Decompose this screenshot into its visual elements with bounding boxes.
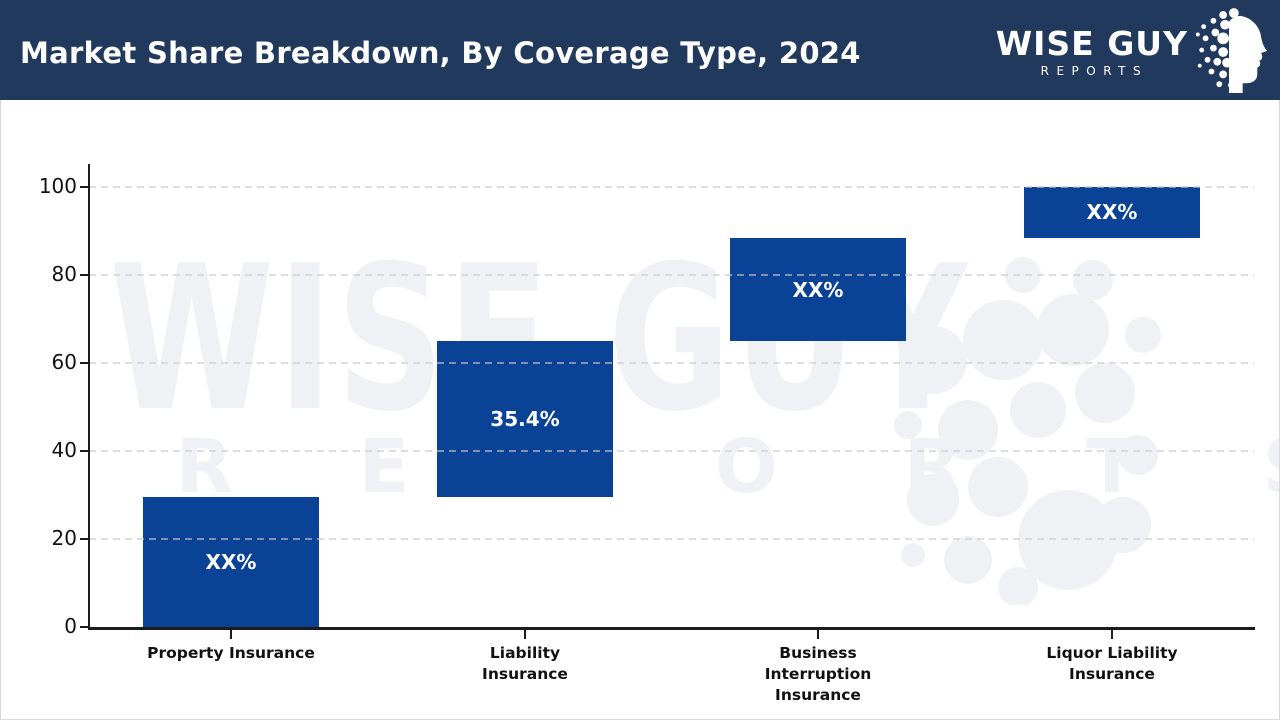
bar-3: XX%: [730, 237, 906, 342]
y-tick-label: 100: [38, 174, 77, 198]
gridline: [89, 538, 1254, 540]
bar-1: XX%: [143, 497, 319, 627]
x-tick-mark: [817, 630, 819, 639]
y-axis-line: [88, 164, 90, 629]
header-bar: Market Share Breakdown, By Coverage Type…: [0, 0, 1280, 100]
category-label: Liquor Liability Insurance: [1046, 644, 1178, 683]
wise-guy-logo-face-icon: [1195, 8, 1268, 93]
category-label: Liability Insurance: [482, 644, 568, 683]
logo-sub-text: REPORTS: [1040, 63, 1149, 78]
chart-title: Market Share Breakdown, By Coverage Type…: [20, 36, 861, 70]
logo-text: WISE GUY REPORTS: [996, 27, 1188, 78]
y-tick-mark: [80, 274, 88, 276]
logo-brand-text: WISE GUY: [995, 23, 1188, 63]
x-tick-mark: [230, 630, 232, 639]
category-label: Property Insurance: [147, 644, 315, 662]
x-tick-mark: [1111, 630, 1113, 639]
y-tick-mark: [80, 450, 88, 452]
bar-2: 35.4%: [437, 341, 613, 498]
y-tick-label: 80: [51, 262, 77, 286]
gridline: [89, 450, 1254, 452]
bar-value-label: XX%: [792, 277, 844, 302]
gridline: [89, 362, 1254, 364]
x-tick-mark: [524, 630, 526, 639]
bar-4: XX%: [1024, 187, 1200, 238]
y-tick-mark: [80, 186, 88, 188]
x-axis-line: [88, 627, 1255, 630]
y-tick-label: 40: [51, 438, 77, 462]
gridline: [89, 274, 1254, 276]
gridline: [89, 186, 1254, 188]
y-tick-mark: [80, 538, 88, 540]
wise-guy-logo: WISE GUY REPORTS: [996, 6, 1268, 98]
watermark-sub-text: R E P O R T S: [176, 424, 1280, 510]
y-tick-mark: [80, 362, 88, 364]
y-tick-label: 0: [64, 614, 77, 638]
bar-value-label: XX%: [1086, 200, 1138, 225]
bar-value-label: XX%: [205, 550, 257, 575]
y-tick-label: 20: [51, 526, 77, 550]
chart-card: WISE GUY R E P O R T S 0 20 40 60 80 100 XX% 35…: [0, 100, 1280, 720]
bar-value-label: 35.4%: [490, 407, 560, 432]
watermark-face-dots: [894, 257, 1161, 605]
y-tick-mark: [80, 626, 88, 628]
category-label: Business Interruption Insurance: [764, 644, 872, 704]
y-tick-label: 60: [51, 350, 77, 374]
